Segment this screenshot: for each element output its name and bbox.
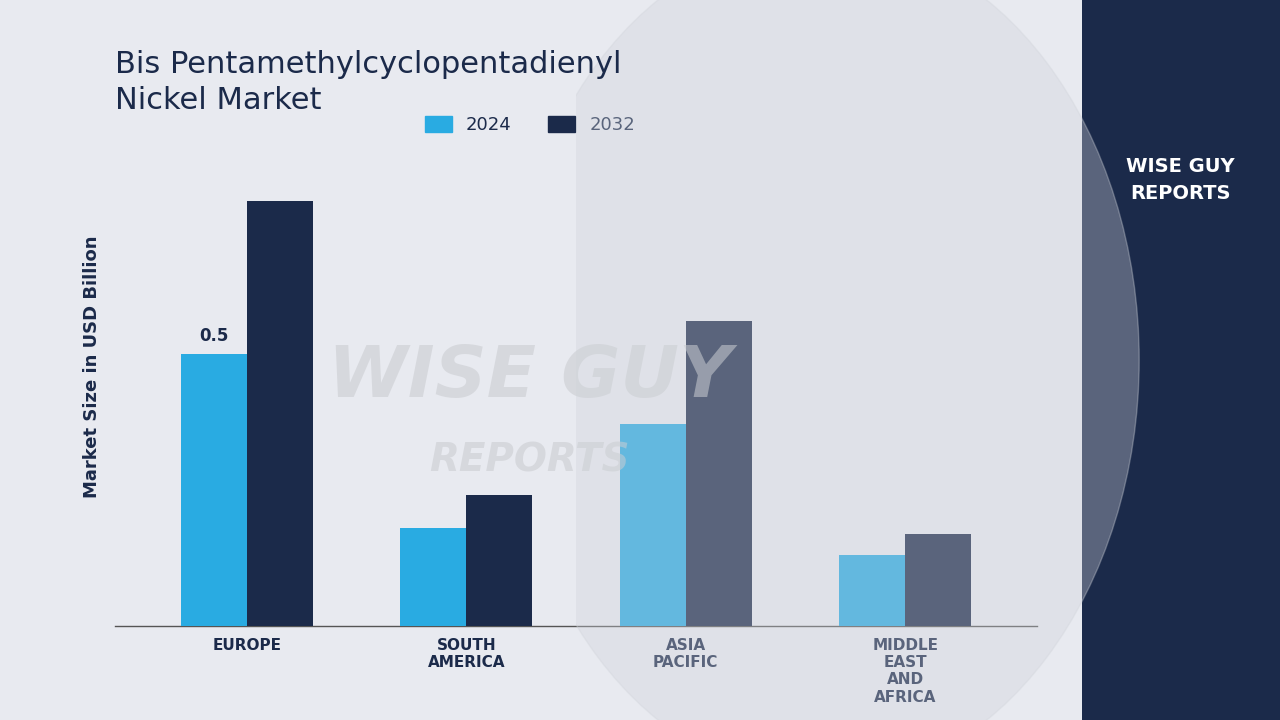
Bar: [180, 354, 247, 626]
Bar: [620, 425, 686, 626]
Text: WISE GUY
REPORTS: WISE GUY REPORTS: [1126, 157, 1235, 203]
Bar: [686, 321, 751, 626]
Bar: [905, 534, 972, 626]
Circle shape: [506, 0, 1139, 720]
Y-axis label: Market Size in USD Billion: Market Size in USD Billion: [83, 236, 101, 498]
Text: REPORTS: REPORTS: [430, 441, 630, 480]
Bar: [466, 495, 532, 626]
Bar: [247, 201, 312, 626]
Text: 0.5: 0.5: [200, 328, 229, 346]
Text: Bis Pentamethylcyclopentadienyl
Nickel Market: Bis Pentamethylcyclopentadienyl Nickel M…: [115, 50, 622, 115]
Bar: [401, 528, 466, 626]
Legend: 2024, 2032: 2024, 2032: [416, 107, 644, 143]
Text: WISE GUY: WISE GUY: [328, 343, 732, 412]
Bar: [840, 555, 905, 626]
